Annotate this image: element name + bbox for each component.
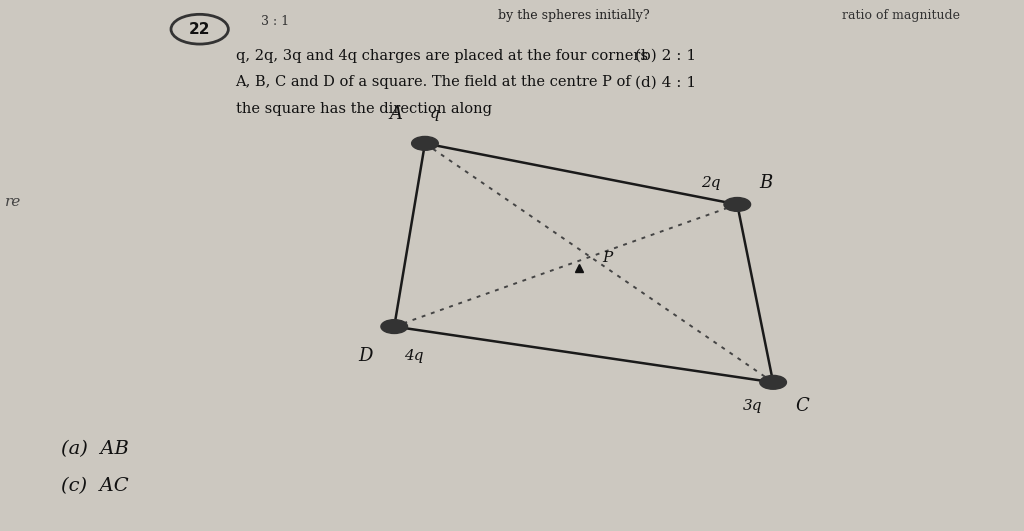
Text: 4q: 4q [404,349,424,363]
Circle shape [724,198,751,211]
Circle shape [412,136,438,150]
Text: 3 : 1: 3 : 1 [261,15,289,28]
Circle shape [381,320,408,333]
Text: by the spheres initially?: by the spheres initially? [498,10,649,22]
Text: re: re [5,195,22,209]
Circle shape [760,375,786,389]
Text: (c)  AC: (c) AC [61,477,129,495]
Text: B: B [760,174,772,192]
Text: A, B, C and D of a square. The field at the centre P of: A, B, C and D of a square. The field at … [236,75,631,89]
Text: (d) 4 : 1: (d) 4 : 1 [635,75,696,89]
Text: A: A [390,105,402,123]
Text: q: q [430,107,440,121]
Text: 22: 22 [189,22,210,37]
Text: 2q: 2q [701,176,721,190]
Text: ratio of magnitude: ratio of magnitude [842,10,961,22]
Text: 3q: 3q [742,399,762,413]
Text: (a)  AB: (a) AB [61,440,129,458]
Text: q, 2q, 3q and 4q charges are placed at the four corners: q, 2q, 3q and 4q charges are placed at t… [236,49,647,63]
Text: the square has the direction along: the square has the direction along [236,102,492,116]
Text: D: D [358,347,373,365]
Text: C: C [795,397,809,415]
Text: (b) 2 : 1: (b) 2 : 1 [635,49,696,63]
Text: P: P [602,251,612,264]
